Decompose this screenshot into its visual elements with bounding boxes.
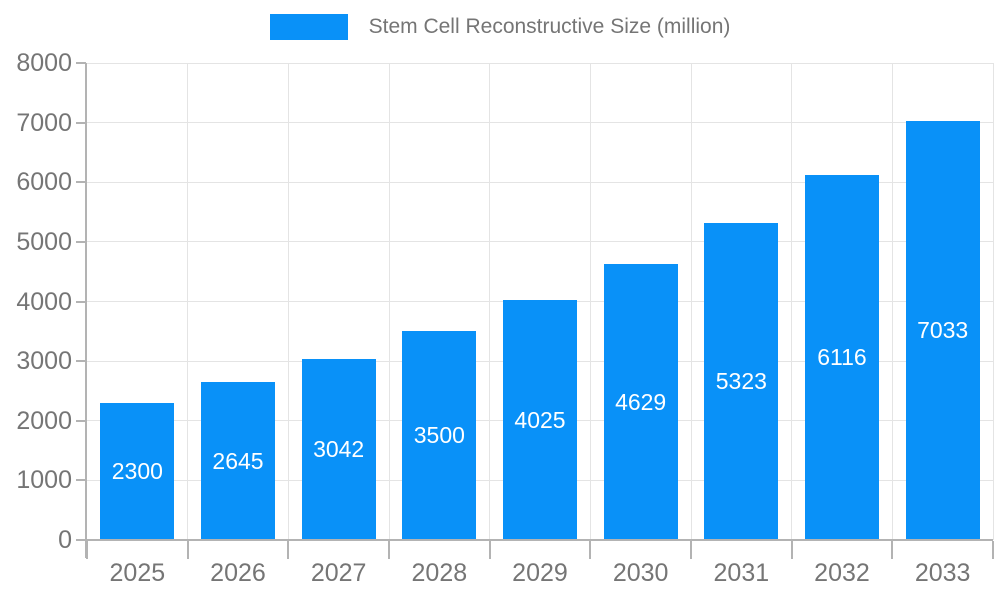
- x-tick-7: [790, 541, 793, 559]
- y-tick-1000: [76, 479, 86, 482]
- y-axis-label-5000: 5000: [16, 227, 72, 256]
- y-tick-8000: [76, 62, 86, 64]
- x-tick-3: [388, 541, 390, 559]
- bar-value-2033: 7033: [917, 316, 969, 343]
- legend[interactable]: Stem Cell Reconstructive Size (million): [0, 14, 1000, 40]
- bar-2026[interactable]: 2645: [201, 382, 275, 540]
- y-axis-label-7000: 7000: [16, 108, 72, 137]
- x-axis-label-2033: 2033: [914, 559, 971, 587]
- bar-2030[interactable]: 4629: [603, 264, 678, 540]
- bar-2025[interactable]: 2300: [100, 402, 175, 540]
- v-gridline-1: [187, 63, 189, 540]
- y-tick-7000: [76, 121, 86, 124]
- bar-2029[interactable]: 4025: [503, 300, 577, 540]
- y-tick-2000: [76, 419, 86, 422]
- bar-2033[interactable]: 7033: [905, 120, 980, 540]
- legend-label: Stem Cell Reconstructive Size (million): [368, 15, 731, 38]
- x-axis-label-2027: 2027: [310, 559, 367, 587]
- x-tick-6: [690, 541, 692, 559]
- y-axis-label-8000: 8000: [16, 49, 72, 77]
- y-axis-label-3000: 3000: [16, 347, 72, 376]
- x-tick-4: [488, 541, 491, 559]
- y-axis-label-2000: 2000: [16, 406, 72, 435]
- x-axis-label-2029: 2029: [512, 559, 568, 587]
- x-tick-2: [287, 541, 290, 559]
- y-tick-6000: [76, 181, 86, 184]
- x-axis-label-2026: 2026: [210, 559, 266, 587]
- bar-value-2026: 2645: [212, 447, 264, 474]
- v-gridline-9: [992, 63, 994, 540]
- v-gridline-7: [791, 63, 793, 540]
- x-axis-line: [87, 539, 993, 541]
- v-gridline-8: [891, 63, 893, 540]
- bar-2027[interactable]: 3042: [301, 358, 376, 540]
- x-axis-label-2031: 2031: [713, 559, 770, 587]
- y-tick-3000: [76, 360, 86, 363]
- x-tick-8: [891, 541, 894, 559]
- bar-value-2025: 2300: [111, 457, 163, 484]
- h-gridline-7000: [87, 122, 993, 124]
- y-tick-5000: [76, 240, 86, 243]
- x-axis-label-2032: 2032: [814, 559, 870, 587]
- x-tick-9: [992, 541, 994, 559]
- v-gridline-3: [388, 63, 390, 540]
- legend-swatch: [269, 14, 348, 40]
- y-axis-label-1000: 1000: [16, 466, 72, 495]
- bar-2031[interactable]: 5323: [704, 222, 779, 540]
- v-gridline-5: [589, 63, 591, 540]
- bar-value-2030: 4629: [615, 388, 667, 415]
- bar-2028[interactable]: 3500: [402, 331, 477, 540]
- bar-value-2029: 4025: [514, 406, 566, 433]
- y-axis-label-0: 0: [58, 526, 72, 554]
- bar-value-2032: 6116: [817, 344, 867, 371]
- bar-value-2028: 3500: [413, 422, 465, 449]
- x-tick-5: [589, 541, 592, 559]
- x-tick-0: [86, 541, 88, 559]
- x-tick-1: [186, 541, 189, 559]
- h-gridline-6000: [87, 181, 993, 183]
- bar-value-2027: 3042: [313, 435, 365, 462]
- v-gridline-4: [489, 63, 491, 540]
- plot-area: 2300 2645 3042 3500 4025 4629 5323 6116 7033: [87, 62, 994, 540]
- y-tick-0: [76, 539, 86, 541]
- x-axis-label-2028: 2028: [411, 559, 468, 587]
- h-gridline-5000: [87, 241, 993, 243]
- y-tick-4000: [76, 300, 86, 303]
- v-gridline-2: [287, 63, 289, 540]
- y-axis-line: [85, 63, 87, 558]
- x-axis-label-2030: 2030: [612, 559, 669, 587]
- x-axis-label-2025: 2025: [109, 559, 166, 587]
- bar-2032[interactable]: 6116: [805, 175, 879, 540]
- bar-value-2031: 5323: [715, 367, 767, 394]
- v-gridline-6: [690, 63, 692, 540]
- h-gridline-8000: [87, 62, 993, 64]
- y-axis-label-6000: 6000: [16, 168, 72, 197]
- y-axis-label-4000: 4000: [16, 287, 72, 316]
